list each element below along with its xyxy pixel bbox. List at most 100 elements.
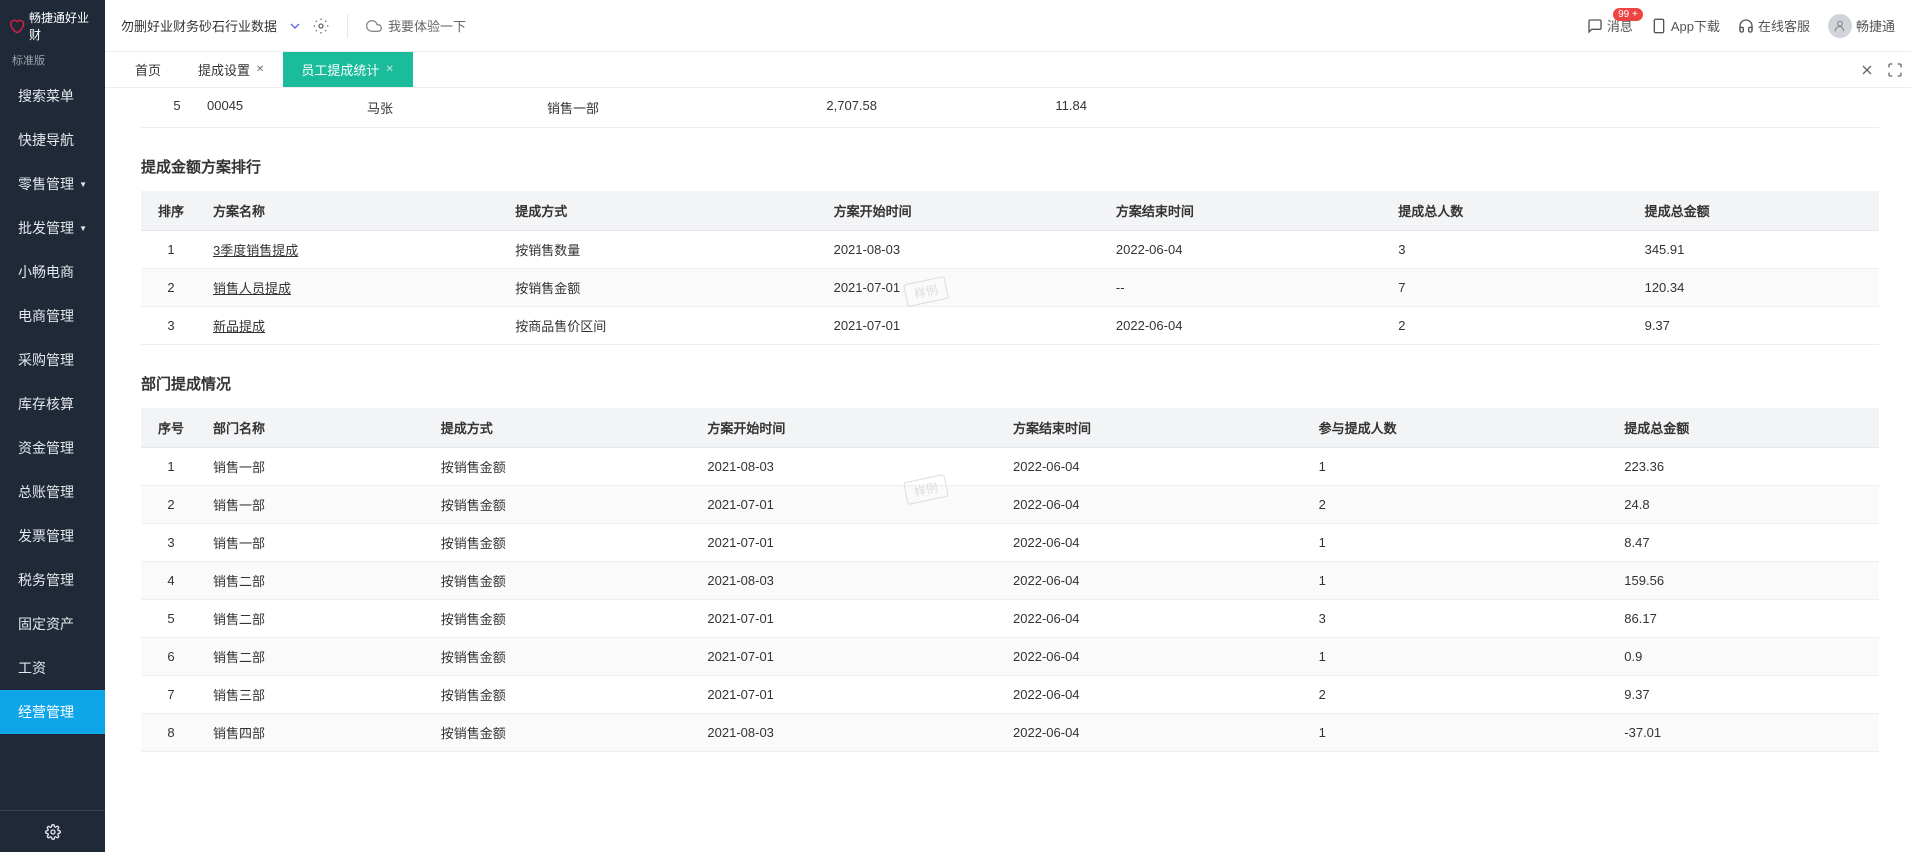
column-header: 部门名称	[201, 408, 429, 448]
sidebar-item[interactable]: 固定资产	[0, 602, 105, 646]
plan-name-link[interactable]: 3季度销售提成	[213, 243, 298, 258]
plan-name-link[interactable]: 新品提成	[213, 319, 265, 334]
table-cell: 6	[141, 638, 201, 676]
customer-service-button[interactable]: 在线客服	[1738, 16, 1810, 35]
sidebar-item-label: 发票管理	[18, 526, 74, 546]
fullscreen-icon[interactable]	[1887, 62, 1903, 78]
gear-icon[interactable]	[313, 18, 329, 34]
user-name: 畅捷通	[1856, 16, 1895, 35]
table-cell: 2022-06-04	[1001, 600, 1307, 638]
table-cell: 按销售金额	[429, 676, 696, 714]
sidebar-item[interactable]: 税务管理	[0, 558, 105, 602]
tab[interactable]: 提成设置✕	[180, 52, 283, 87]
chevron-down-icon: ▼	[79, 180, 87, 189]
column-header: 提成方式	[429, 408, 696, 448]
sidebar-item-label: 总账管理	[18, 482, 74, 502]
dept-commission-table: 序号部门名称提成方式方案开始时间方案结束时间参与提成人数提成总金额 1销售一部按…	[141, 408, 1879, 752]
sidebar-item[interactable]: 零售管理 ▼	[0, 162, 105, 206]
sidebar-item-label: 固定资产	[18, 614, 74, 634]
section-title-plan-ranking: 提成金额方案排行	[141, 156, 1879, 177]
table-cell: --	[1104, 269, 1386, 307]
messages-button[interactable]: 消息 99 +	[1587, 16, 1633, 35]
table-cell: 销售人员提成	[201, 269, 503, 307]
sidebar-item-label: 库存核算	[18, 394, 74, 414]
table-cell: 2	[1307, 676, 1613, 714]
phone-icon	[1651, 18, 1667, 34]
plan-name-link[interactable]: 销售人员提成	[213, 281, 291, 296]
cell-rank: 5	[147, 98, 207, 117]
sidebar-item[interactable]: 小畅电商	[0, 250, 105, 294]
table-cell: 2022-06-04	[1104, 307, 1386, 345]
sidebar-settings[interactable]	[0, 810, 105, 852]
table-cell: 120.34	[1633, 269, 1879, 307]
table-cell: 2	[141, 269, 201, 307]
table-cell: 2021-08-03	[695, 448, 1001, 486]
sidebar-item[interactable]: 发票管理	[0, 514, 105, 558]
sidebar-item[interactable]: 搜索菜单	[0, 74, 105, 118]
close-icon[interactable]: ✕	[385, 64, 393, 75]
user-menu[interactable]: 畅捷通	[1828, 14, 1895, 38]
table-cell: 2022-06-04	[1001, 448, 1307, 486]
table-cell: 4	[141, 562, 201, 600]
table-cell: 3	[1307, 600, 1613, 638]
app-download-button[interactable]: App下载	[1651, 16, 1720, 35]
tab[interactable]: 员工提成统计✕	[283, 52, 412, 87]
sidebar-item[interactable]: 批发管理 ▼	[0, 206, 105, 250]
sidebar-item[interactable]: 经营管理	[0, 690, 105, 734]
table-cell: 24.8	[1612, 486, 1879, 524]
sidebar-item-label: 经营管理	[18, 702, 74, 722]
column-header: 提成总金额	[1633, 191, 1879, 231]
table-cell: 2021-07-01	[695, 486, 1001, 524]
sidebar-item[interactable]: 快捷导航	[0, 118, 105, 162]
sidebar-item[interactable]: 总账管理	[0, 470, 105, 514]
table-cell: -37.01	[1612, 714, 1879, 752]
app-label: App下载	[1671, 16, 1720, 35]
sidebar-item-label: 批发管理	[18, 218, 74, 238]
table-cell: 按销售金额	[429, 600, 696, 638]
tab[interactable]: 首页	[117, 52, 180, 87]
chevron-down-icon	[287, 18, 303, 34]
table-cell: 销售四部	[201, 714, 429, 752]
column-header: 提成方式	[503, 191, 821, 231]
sidebar-item[interactable]: 资金管理	[0, 426, 105, 470]
sidebar-item[interactable]: 采购管理	[0, 338, 105, 382]
message-badge: 99 +	[1613, 8, 1643, 21]
table-cell: 7	[141, 676, 201, 714]
table-cell: 2	[1386, 307, 1632, 345]
table-cell: 159.56	[1612, 562, 1879, 600]
sidebar: 畅捷通好业财 标准版 搜索菜单快捷导航零售管理▼批发管理▼小畅电商电商管理采购管…	[0, 0, 105, 852]
tab-label: 首页	[135, 60, 161, 79]
close-icon[interactable]	[1859, 62, 1875, 78]
chevron-down-icon: ▼	[79, 224, 87, 233]
heart-logo-icon	[8, 17, 25, 35]
table-cell: 3	[141, 524, 201, 562]
topbar: 勿删好业财务砂石行业数据 我要体验一下 消息 99 + App下载	[105, 0, 1911, 52]
table-cell: 按销售数量	[503, 231, 821, 269]
sidebar-item-label: 采购管理	[18, 350, 74, 370]
sidebar-item-label: 零售管理	[18, 174, 74, 194]
try-experience-button[interactable]: 我要体验一下	[366, 16, 466, 35]
table-cell: 2021-07-01	[695, 638, 1001, 676]
table-cell: 2022-06-04	[1001, 638, 1307, 676]
sidebar-item[interactable]: 电商管理	[0, 294, 105, 338]
table-cell: 7	[1386, 269, 1632, 307]
table-cell: 2021-07-01	[822, 269, 1104, 307]
column-header: 方案开始时间	[695, 408, 1001, 448]
table-cell: 1	[141, 231, 201, 269]
sidebar-item[interactable]: 工资	[0, 646, 105, 690]
column-header: 提成总人数	[1386, 191, 1632, 231]
table-cell: 3	[1386, 231, 1632, 269]
table-cell: 0.9	[1612, 638, 1879, 676]
table-cell: 86.17	[1612, 600, 1879, 638]
table-cell: 按商品售价区间	[503, 307, 821, 345]
cell-code: 00045	[207, 98, 367, 117]
table-cell: 销售二部	[201, 562, 429, 600]
sidebar-item[interactable]: 库存核算	[0, 382, 105, 426]
workspace-selector[interactable]: 勿删好业财务砂石行业数据	[121, 16, 303, 35]
table-cell: 5	[141, 600, 201, 638]
close-icon[interactable]: ✕	[256, 64, 264, 75]
try-label: 我要体验一下	[388, 16, 466, 35]
table-cell: 销售一部	[201, 486, 429, 524]
table-cell: 2022-06-04	[1001, 524, 1307, 562]
column-header: 序号	[141, 408, 201, 448]
